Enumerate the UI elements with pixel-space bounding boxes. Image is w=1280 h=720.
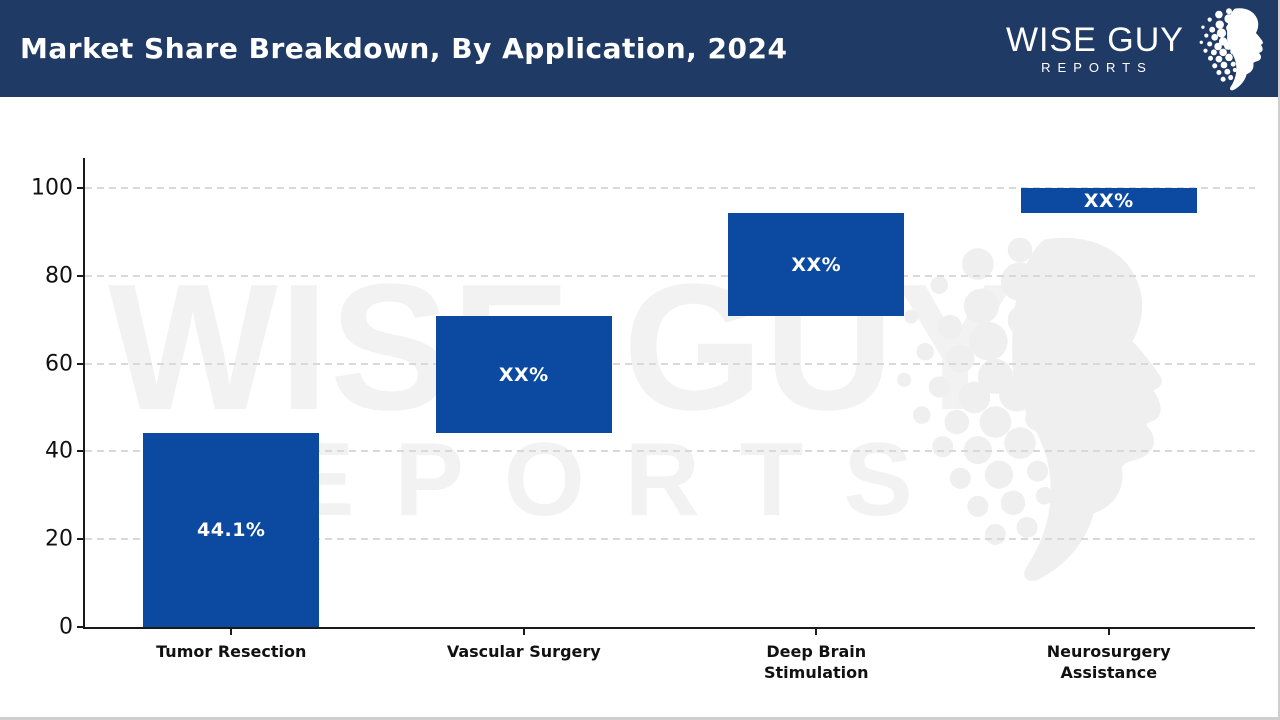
y-tick-20 (77, 538, 85, 541)
x-tick-deep-brain-stimulation (815, 627, 818, 635)
bar-vascular-surgery: XX% (435, 315, 612, 434)
x-axis-spine (83, 627, 1255, 629)
x-axis-label-neurosurgery-assistance: Neurosurgery Assistance (1046, 642, 1171, 682)
gridline-100 (85, 187, 1255, 189)
y-tick-label-40: 40 (45, 438, 73, 464)
x-tick-neurosurgery-assistance (1107, 627, 1110, 635)
x-axis-label-tumor-resection: Tumor Resection (156, 642, 307, 661)
y-tick-80 (77, 274, 85, 277)
gridline-80 (85, 274, 1255, 277)
gridline-60 (85, 362, 1255, 365)
gridline-40 (85, 450, 1255, 453)
y-tick-label-80: 80 (45, 263, 73, 289)
bar-value-label: XX% (1083, 189, 1134, 212)
header-bar: Market Share Breakdown, By Application, … (0, 0, 1280, 97)
bar-value-label: 44.1% (197, 519, 266, 542)
x-axis-label-vascular-surgery: Vascular Surgery (446, 642, 601, 661)
logo-wordmark: WISE GUY (1005, 21, 1184, 59)
bar-value-label: XX% (498, 363, 549, 386)
brand-logo: WISE GUY REPORTS (1006, 6, 1270, 92)
y-tick-label-20: 20 (45, 526, 73, 552)
y-tick-label-0: 0 (59, 614, 73, 640)
logo-subtitle: REPORTS (1041, 60, 1153, 75)
page-title: Market Share Breakdown, By Application, … (20, 32, 788, 65)
y-axis-spine (83, 158, 85, 629)
y-tick-0 (77, 626, 85, 628)
gridline-20 (85, 538, 1255, 541)
y-tick-60 (77, 362, 85, 365)
bar-deep-brain-stimulation: XX% (728, 213, 905, 316)
y-tick-40 (77, 450, 85, 453)
bar-tumor-resection: 44.1% (143, 433, 320, 627)
y-tick-100 (77, 187, 85, 189)
y-tick-label-60: 60 (45, 351, 73, 377)
bar-neurosurgery-assistance: XX% (1020, 188, 1197, 214)
logo-head-icon (1188, 7, 1270, 91)
plot-area: 0 20 40 60 80 100 44.1% Tumor Resection XX% Vascu… (0, 97, 1280, 720)
y-tick-label-100: 100 (31, 175, 73, 201)
x-axis-label-deep-brain-stimulation: Deep Brain Stimulation (763, 642, 869, 682)
brand-logo-text: WISE GUY REPORTS (1006, 23, 1184, 75)
x-tick-vascular-surgery (522, 627, 525, 635)
x-tick-tumor-resection (230, 627, 233, 635)
bar-value-label: XX% (791, 253, 842, 276)
